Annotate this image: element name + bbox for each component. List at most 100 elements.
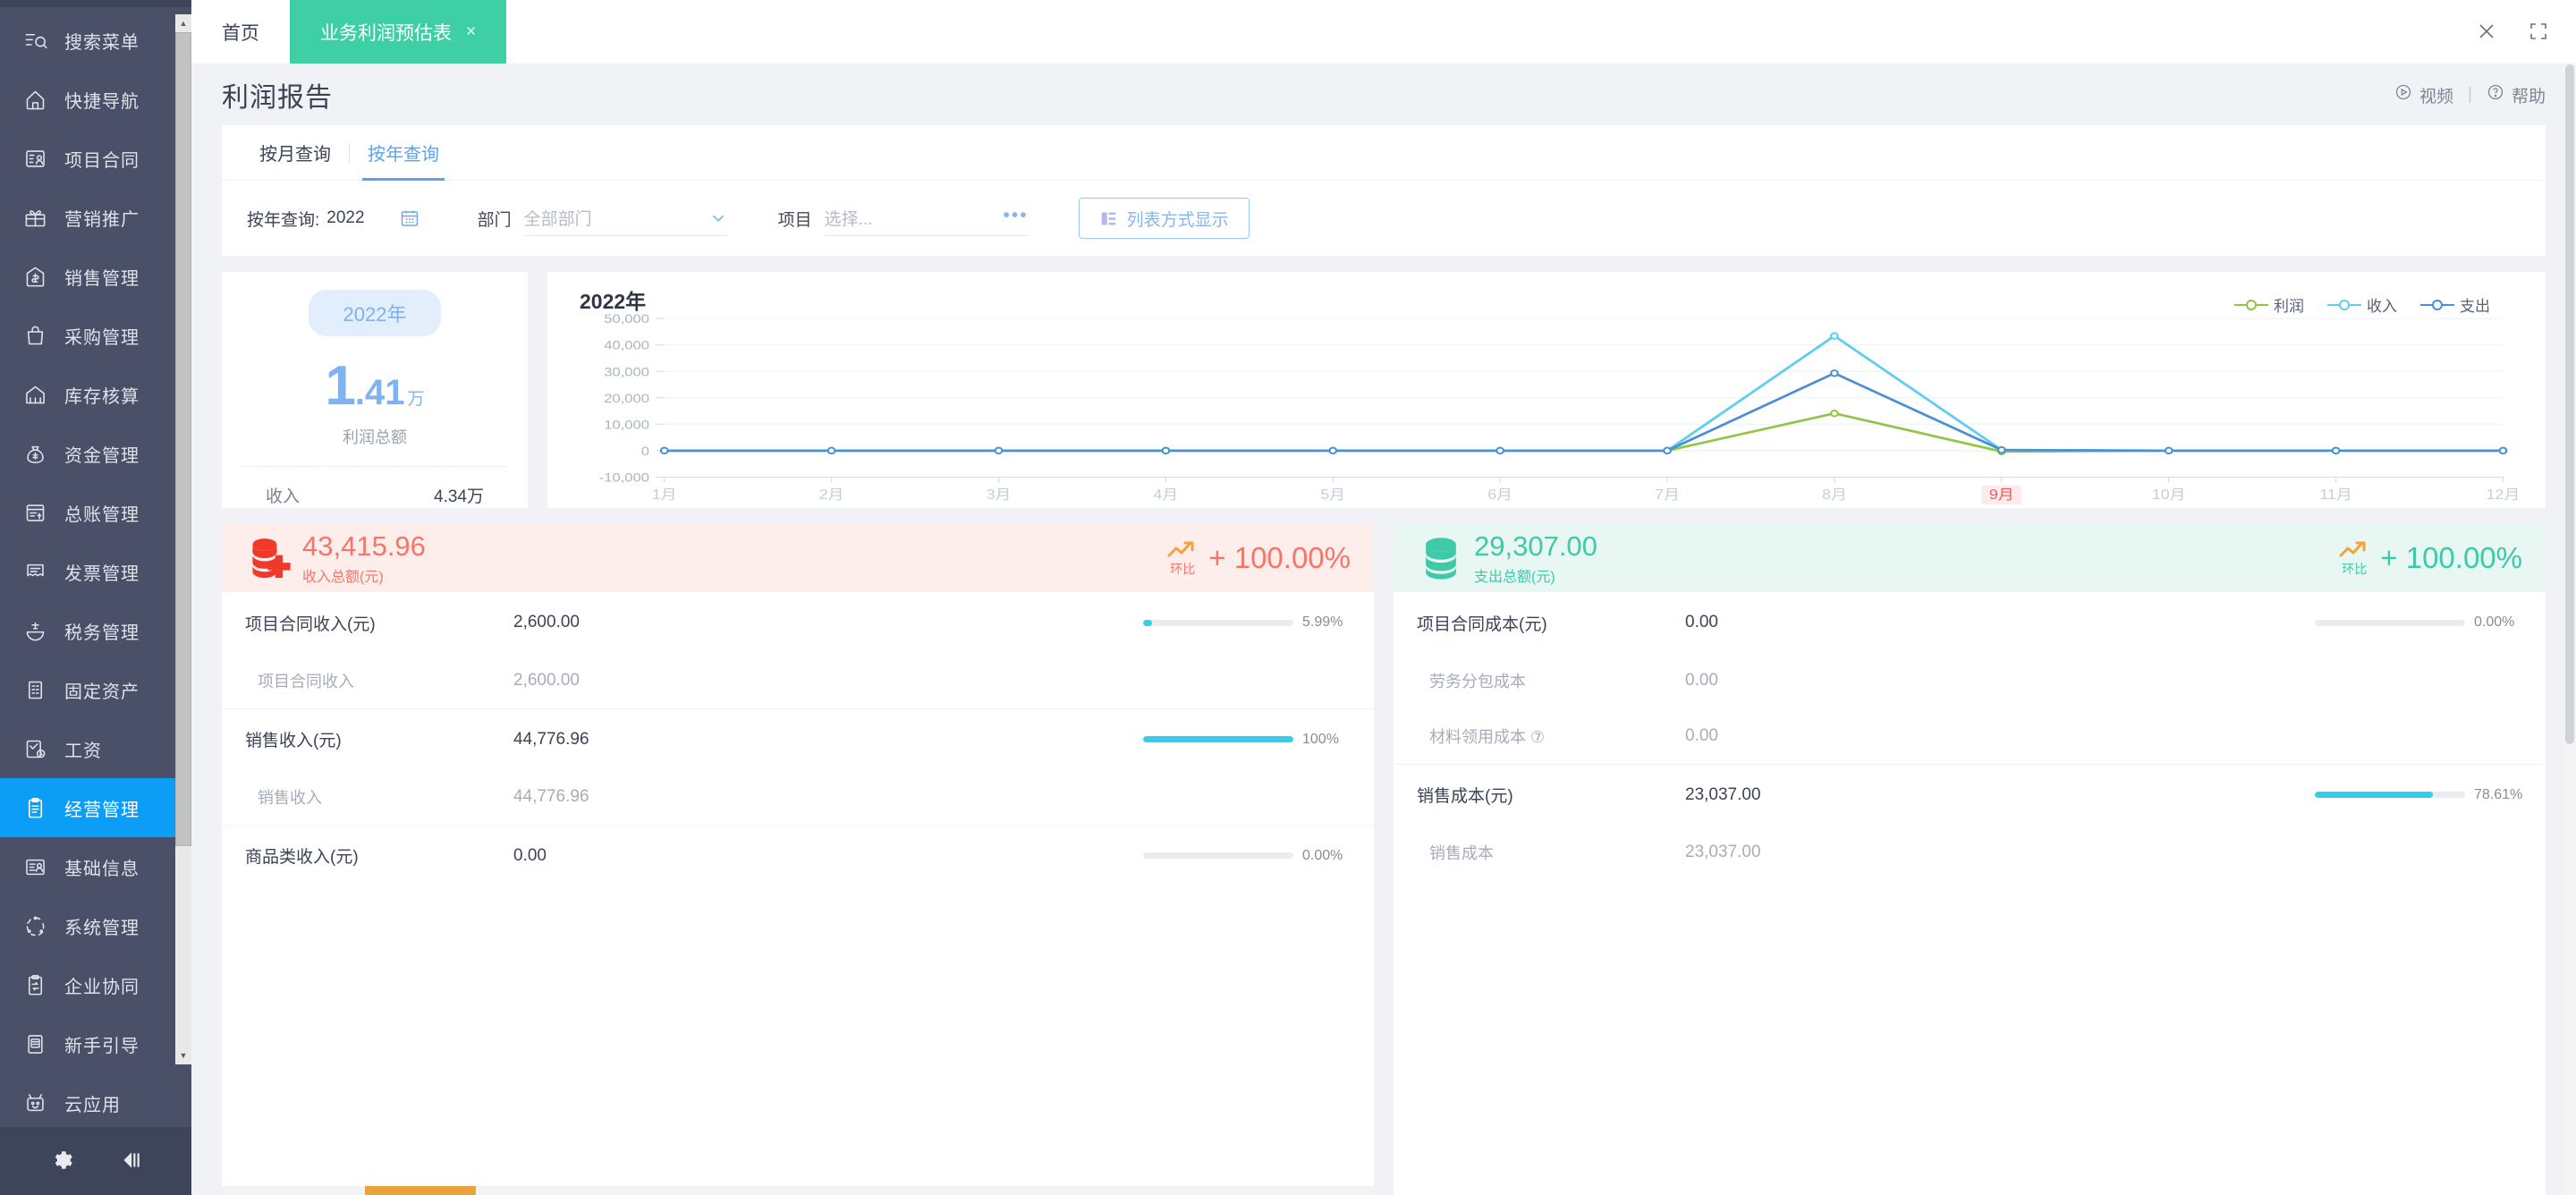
svg-text:10月: 10月 (2152, 487, 2186, 502)
department-select[interactable]: 全部部门 (523, 200, 728, 236)
trend-up-icon: 环比 (2339, 539, 2369, 578)
subtab-by-year[interactable]: 按年查询 (355, 125, 452, 181)
sidebar-item-16[interactable]: 系统管理 (0, 896, 191, 955)
expense-row-name: 项目合同成本(元) (1417, 614, 1547, 634)
income-trend-label: 环比 (1170, 561, 1196, 576)
list-view-button-label: 列表方式显示 (1126, 210, 1229, 230)
filter-row: 按年查询: 2022 部门 全部部门 项目 选择... (222, 181, 2546, 256)
sidebar-item-11[interactable]: 税务管理 (0, 601, 191, 660)
svg-text:2月: 2月 (819, 487, 844, 502)
expense-row-progress: 78.61% (2315, 787, 2522, 803)
calendar-icon[interactable] (399, 208, 420, 229)
sidebar-item-19[interactable]: 云应用 (0, 1073, 191, 1127)
sidebar-item-8[interactable]: 资金管理 (0, 424, 191, 483)
page-scrollbar[interactable] (2563, 64, 2576, 1195)
progress-track (1143, 619, 1293, 626)
invoice-icon (21, 558, 48, 585)
list-view-icon (1101, 212, 1115, 225)
tab-bar: 首页 业务利润预估表 × (191, 0, 2576, 64)
sidebar-item-1[interactable]: 搜索菜单 (0, 11, 191, 70)
svg-text:10,000: 10,000 (604, 418, 649, 432)
sidebar-item-2[interactable]: 快捷导航 (0, 70, 191, 129)
svg-text:9月: 9月 (1989, 487, 2014, 502)
project-more-icon[interactable]: ••• (1003, 204, 1029, 225)
sidebar-item-label: 新手引导 (64, 1036, 140, 1056)
sidebar-item-label: 采购管理 (64, 327, 140, 348)
sidebar-item-17[interactable]: 企业协同 (0, 955, 191, 1014)
income-horizontal-scrollbar[interactable] (222, 1186, 1374, 1195)
tab-close-icon[interactable]: × (466, 22, 477, 41)
project-select[interactable]: 选择... ••• (824, 200, 1029, 236)
sidebar-scrollbar[interactable]: ▲ ▼ (175, 14, 191, 1064)
tab-2[interactable]: 业务利润预估表 × (290, 0, 507, 64)
income-card-header: 43,415.96 收入总额(元) 环比 + 100.00% (222, 524, 1374, 592)
legend-item-2[interactable]: 收入 (2327, 293, 2397, 316)
sidebar-scroll-up-arrow[interactable]: ▲ (175, 14, 191, 32)
expense-row-value: 23,037.00 (1685, 784, 1761, 804)
collapse-icon[interactable] (119, 1148, 142, 1174)
year-filter-value[interactable]: 2022 (326, 208, 365, 227)
sales-tag-icon (21, 263, 48, 290)
income-row-name: 销售收入 (258, 789, 322, 807)
legend-marker-icon (2327, 299, 2361, 310)
subtab-by-month[interactable]: 按月查询 (259, 145, 331, 165)
expense-detail-card: 29,307.00 支出总额(元) 环比 + 100.00% 项目合同成本(元)… (1394, 524, 2546, 1195)
svg-text:4月: 4月 (1154, 487, 1179, 502)
sidebar-item-6[interactable]: 采购管理 (0, 306, 191, 365)
video-label: 视频 (2419, 87, 2454, 106)
income-row: 销售收入 44,776.96 (222, 769, 1374, 825)
gear-icon[interactable] (50, 1148, 73, 1174)
help-icon (2487, 83, 2504, 106)
sidebar-item-label: 发票管理 (64, 564, 140, 584)
tab-label: 首页 (222, 22, 259, 44)
income-total-value: 43,415.96 (302, 530, 426, 562)
expense-row-name: 销售成本(元) (1417, 787, 1513, 806)
sidebar-item-10[interactable]: 发票管理 (0, 542, 191, 601)
sidebar-scroll-down-arrow[interactable]: ▼ (175, 1047, 191, 1064)
sidebar-item-3[interactable]: 项目合同 (0, 129, 191, 188)
tab-label: 业务利润预估表 (320, 22, 452, 44)
sidebar-item-14[interactable]: 经营管理 (0, 778, 191, 837)
video-action[interactable]: 视频 (2394, 83, 2453, 107)
income-row-name: 项目合同收入(元) (245, 614, 376, 634)
svg-text:6月: 6月 (1487, 487, 1513, 502)
expense-row-name: 销售成本 (1429, 844, 1494, 862)
year-filter: 按年查询: 2022 (247, 207, 420, 231)
guide-icon (21, 1030, 48, 1057)
sidebar-item-label: 经营管理 (64, 800, 140, 820)
coin-stack-icon (1426, 538, 1456, 580)
close-icon[interactable] (2476, 21, 2497, 45)
page-scroll-thumb[interactable] (2565, 64, 2574, 744)
fullscreen-icon[interactable] (2528, 21, 2549, 45)
list-view-button[interactable]: 列表方式显示 (1078, 198, 1250, 239)
legend-item-1[interactable]: 利润 (2234, 293, 2304, 316)
sidebar-item-13[interactable]: 工资 (0, 719, 191, 778)
department-placeholder: 全部部门 (523, 210, 592, 229)
filter-card: 按月查询 按年查询 按年查询: 2022 部门 全部部门 (222, 125, 2546, 256)
sidebar-item-9[interactable]: 总账管理 (0, 483, 191, 542)
income-row-value: 2,600.00 (513, 671, 580, 690)
sidebar-item-18[interactable]: 新手引导 (0, 1014, 191, 1073)
chevron-down-icon (712, 215, 724, 222)
sidebar-item-5[interactable]: 销售管理 (0, 247, 191, 306)
sidebar-item-4[interactable]: 营销推广 (0, 188, 191, 247)
tab-1[interactable]: 首页 (191, 0, 290, 64)
search-menu-icon (21, 27, 48, 54)
sidebar-item-12[interactable]: 固定资产 (0, 660, 191, 719)
sidebar-item-15[interactable]: 基础信息 (0, 837, 191, 896)
subtab-divider (349, 141, 350, 164)
expense-row: 劳务分包成本 0.00 (1394, 653, 2546, 708)
sidebar-scroll-thumb[interactable] (175, 32, 191, 846)
sidebar-item-label: 销售管理 (64, 268, 140, 289)
progress-percent: 0.00% (2474, 614, 2515, 630)
sidebar-item-label: 搜索菜单 (64, 32, 140, 53)
legend-marker-icon (2420, 299, 2454, 310)
sidebar-item-7[interactable]: 库存核算 (0, 365, 191, 424)
legend-item-3[interactable]: 支出 (2420, 293, 2490, 316)
year-filter-label: 按年查询: (247, 210, 320, 230)
income-row-value: 44,776.96 (513, 729, 589, 749)
income-row-name: 项目合同收入 (258, 673, 354, 691)
chart-legend: 利润 收入 支出 (2234, 293, 2490, 316)
project-label: 项目 (777, 210, 812, 230)
help-action[interactable]: 帮助 (2487, 83, 2546, 107)
